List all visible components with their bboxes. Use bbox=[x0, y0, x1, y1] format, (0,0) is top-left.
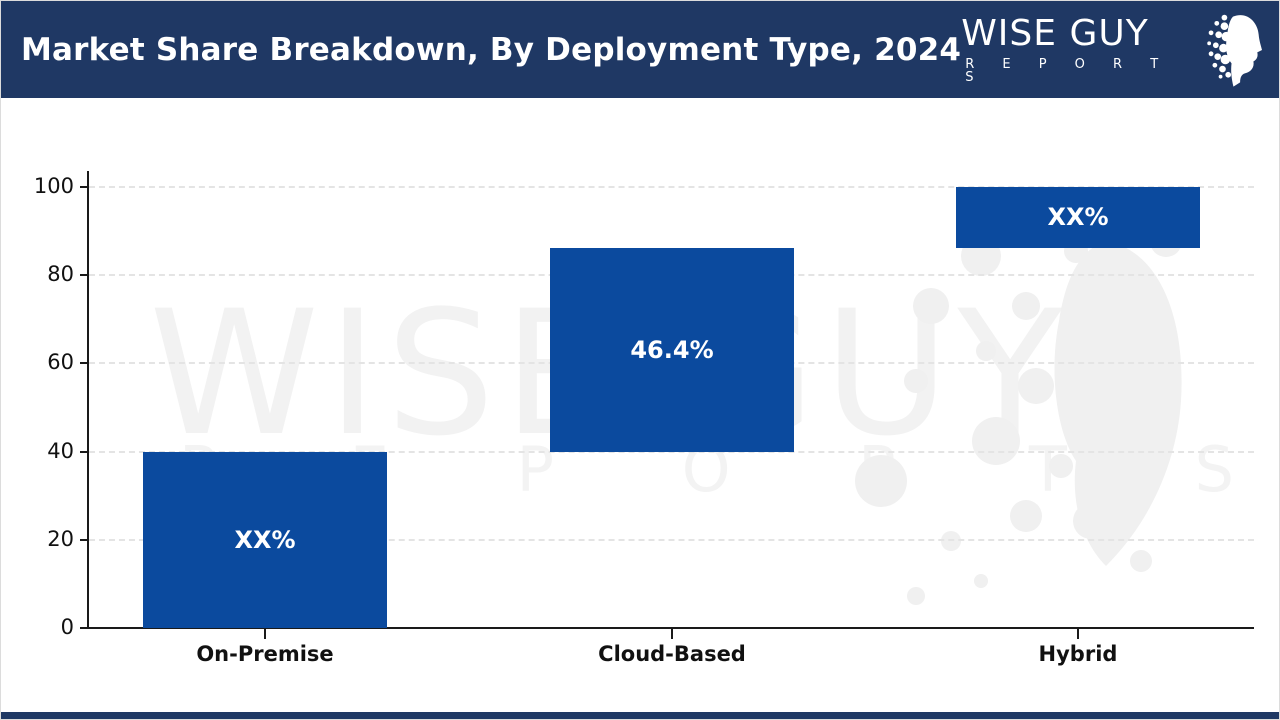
y-tick-mark bbox=[80, 362, 89, 365]
logo-text: WISE GUY R E P O R T S bbox=[961, 12, 1199, 85]
bar-segment: XX% bbox=[956, 187, 1200, 248]
footer-bar bbox=[1, 712, 1279, 719]
y-gridline bbox=[89, 186, 1254, 188]
logo-subtext: R E P O R T S bbox=[965, 56, 1171, 85]
y-tick-mark bbox=[80, 450, 89, 453]
y-tick-mark bbox=[80, 627, 89, 629]
y-axis-spine bbox=[87, 171, 89, 629]
y-tick-label: 20 bbox=[47, 526, 74, 551]
x-category-label: Cloud-Based bbox=[598, 642, 746, 666]
y-tick-label: 60 bbox=[47, 350, 74, 375]
y-gridline bbox=[89, 538, 1254, 541]
bar-chart-plot: 0 20 40 60 80 100 XX% On-Premise 46.4% Cloud-Base… bbox=[1, 98, 1279, 714]
y-tick-mark bbox=[80, 274, 89, 277]
wiseguy-logo: WISE GUY R E P O R T S bbox=[961, 10, 1263, 90]
y-tick-label: 100 bbox=[33, 174, 74, 198]
x-category-label: On-Premise bbox=[196, 642, 334, 666]
x-tick-mark bbox=[671, 629, 673, 639]
bar-segment: XX% bbox=[143, 452, 387, 628]
x-category-label: Hybrid bbox=[1038, 642, 1118, 666]
x-tick-mark bbox=[264, 629, 266, 639]
bar-segment: 46.4% bbox=[550, 247, 794, 453]
bar-value-label: XX% bbox=[1047, 203, 1109, 232]
x-tick-mark bbox=[1077, 629, 1079, 639]
x-axis-spine bbox=[87, 627, 1254, 629]
y-tick-label: 80 bbox=[47, 262, 74, 287]
y-tick-mark bbox=[80, 538, 89, 541]
wiseguy-head-icon bbox=[1207, 14, 1262, 87]
bar-value-label: 46.4% bbox=[630, 336, 714, 365]
y-tick-label: 40 bbox=[47, 438, 74, 463]
chart-title: Market Share Breakdown, By Deployment Ty… bbox=[21, 31, 962, 68]
y-tick-mark bbox=[80, 186, 89, 188]
bar-value-label: XX% bbox=[234, 526, 296, 555]
header-bar: Market Share Breakdown, By Deployment Ty… bbox=[1, 1, 1279, 98]
logo-wordmark: WISE GUY bbox=[961, 12, 1149, 54]
y-tick-label: 0 bbox=[60, 615, 74, 639]
